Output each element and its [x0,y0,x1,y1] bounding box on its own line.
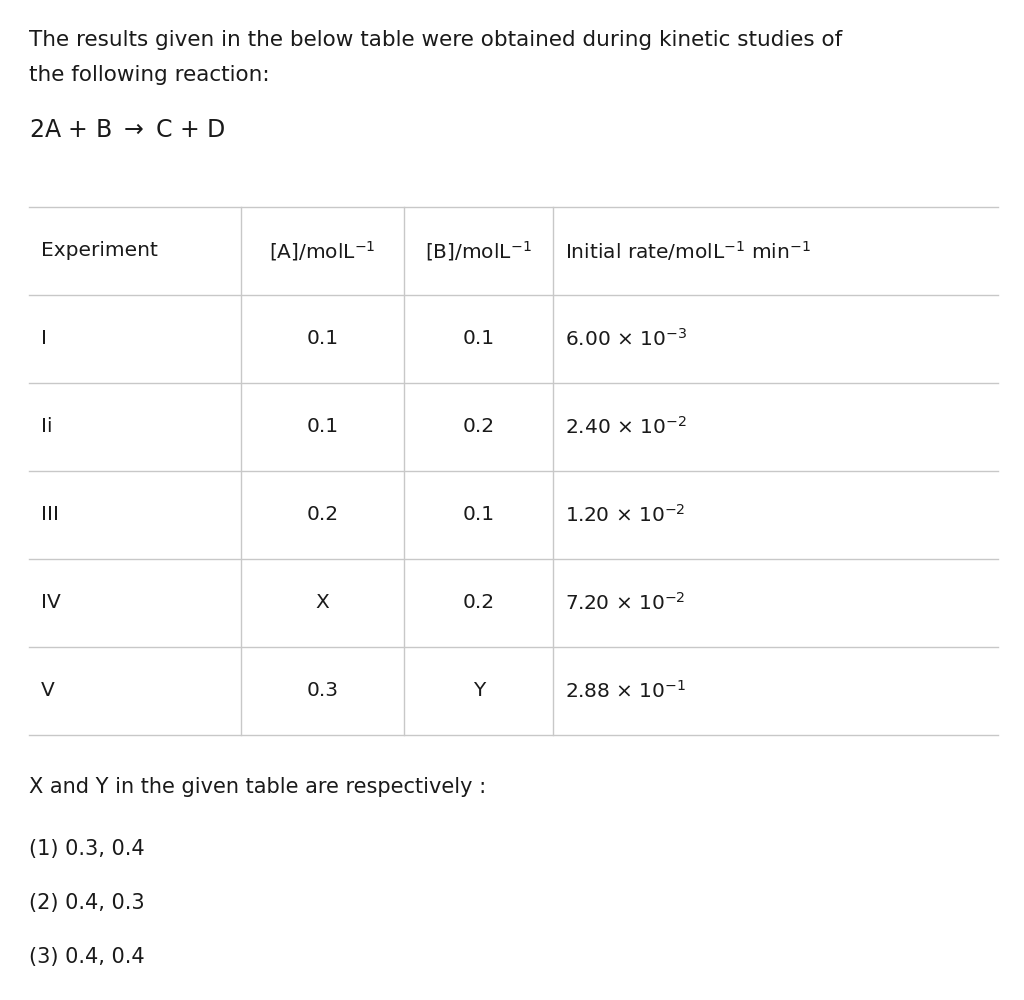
Text: 1.20 × 10$^{-2}$: 1.20 × 10$^{-2}$ [565,504,686,526]
Text: Y: Y [473,681,484,700]
Text: 0.1: 0.1 [306,330,339,349]
Text: Initial rate/molL$^{-1}$ min$^{-1}$: Initial rate/molL$^{-1}$ min$^{-1}$ [565,239,811,263]
Text: X and Y in the given table are respectively :: X and Y in the given table are respectiv… [29,777,485,797]
Text: I: I [41,330,47,349]
Text: 0.2: 0.2 [463,418,495,436]
Text: 0.1: 0.1 [306,418,339,436]
Text: (2) 0.4, 0.3: (2) 0.4, 0.3 [29,893,144,913]
Text: III: III [41,505,59,524]
Text: 0.3: 0.3 [306,681,339,700]
Text: [B]/molL$^{-1}$: [B]/molL$^{-1}$ [425,239,532,263]
Text: [A]/molL$^{-1}$: [A]/molL$^{-1}$ [269,239,376,263]
Text: 6.00 × 10$^{-3}$: 6.00 × 10$^{-3}$ [565,328,687,350]
Text: 0.1: 0.1 [463,330,495,349]
Text: (3) 0.4, 0.4: (3) 0.4, 0.4 [29,947,144,967]
Text: (1) 0.3, 0.4: (1) 0.3, 0.4 [29,839,144,859]
Text: IV: IV [41,593,60,612]
Text: 7.20 × 10$^{-2}$: 7.20 × 10$^{-2}$ [565,592,686,614]
Text: the following reaction:: the following reaction: [29,65,269,85]
Text: Experiment: Experiment [41,241,158,260]
Text: 2.40 × 10$^{-2}$: 2.40 × 10$^{-2}$ [565,416,687,438]
Text: 2.88 × 10$^{-1}$: 2.88 × 10$^{-1}$ [565,680,686,702]
Text: The results given in the below table were obtained during kinetic studies of: The results given in the below table wer… [29,30,842,50]
Text: Ii: Ii [41,418,52,436]
Text: 2A + B $\rightarrow$ C + D: 2A + B $\rightarrow$ C + D [29,118,225,142]
Text: X: X [315,593,330,612]
Text: 0.2: 0.2 [463,593,495,612]
Text: 0.1: 0.1 [463,505,495,524]
Text: V: V [41,681,54,700]
Text: 0.2: 0.2 [306,505,339,524]
